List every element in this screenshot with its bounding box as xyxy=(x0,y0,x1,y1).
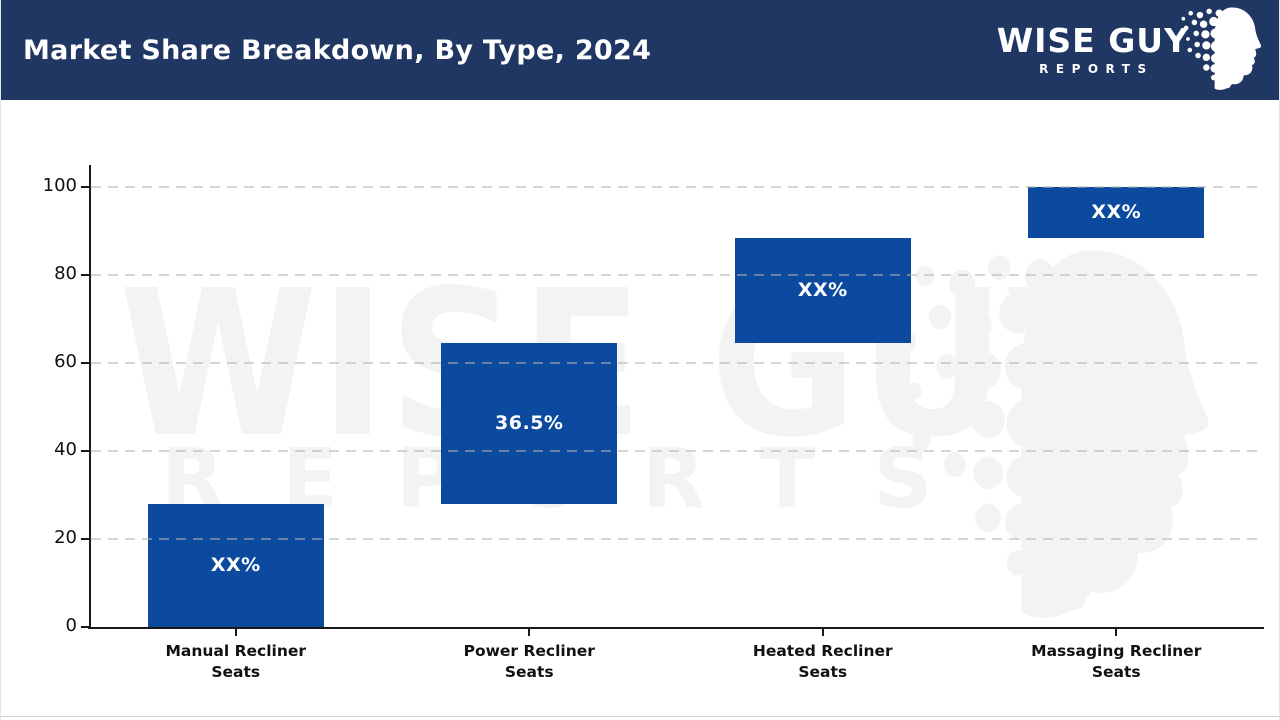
bar-value-label: XX% xyxy=(1091,201,1142,224)
category-label: Heated Recliner Seats xyxy=(752,642,893,681)
bar-value-label: XX% xyxy=(210,554,261,577)
x-tick xyxy=(234,628,237,636)
y-tick-label: 20 xyxy=(54,527,77,548)
category-label: Massaging Recliner Seats xyxy=(1031,642,1202,681)
watermark-face-icon xyxy=(866,235,1236,645)
gridline-60 xyxy=(91,362,1263,364)
bar-segment: XX% xyxy=(147,503,324,627)
y-tick-label: 60 xyxy=(54,351,77,372)
bar-segment: XX% xyxy=(1028,187,1205,238)
bar-value-label: 36.5% xyxy=(495,412,564,435)
gridline-80 xyxy=(91,274,1263,276)
logo-face-icon xyxy=(1175,4,1269,96)
category-label: Manual Recliner Seats xyxy=(165,642,307,681)
chart-canvas: WISE GUY REPORTS XX%Manual Recliner Seat… xyxy=(1,100,1279,720)
bottom-divider xyxy=(1,716,1279,717)
y-axis-line xyxy=(89,165,91,629)
watermark-wordmark: WISE GUY xyxy=(119,248,1141,483)
y-tick xyxy=(81,274,89,276)
logo-name: WISE GUY xyxy=(996,21,1189,60)
gridline-20 xyxy=(91,538,1263,540)
bar-segment: XX% xyxy=(734,237,911,344)
brand-logo: WISE GUY REPORTS xyxy=(997,4,1269,96)
y-tick-label: 80 xyxy=(54,263,77,284)
y-tick xyxy=(81,362,89,364)
y-tick xyxy=(81,450,89,452)
bar-segment: 36.5% xyxy=(441,343,618,504)
x-tick xyxy=(1115,628,1118,636)
page-title: Market Share Breakdown, By Type, 2024 xyxy=(23,34,652,66)
bar-value-label: XX% xyxy=(797,279,848,302)
y-tick xyxy=(81,186,89,188)
x-tick xyxy=(528,628,531,636)
y-tick-label: 100 xyxy=(42,175,77,196)
y-tick xyxy=(81,538,89,540)
y-tick-label: 40 xyxy=(54,439,77,460)
logo-tagline: REPORTS xyxy=(1039,62,1154,76)
y-tick-label: 0 xyxy=(65,615,77,636)
x-axis-line xyxy=(88,627,1264,629)
gridline-40 xyxy=(91,450,1263,452)
gridline-100 xyxy=(91,186,1263,188)
logo-wordmark: WISE GUY REPORTS xyxy=(997,24,1189,76)
x-tick xyxy=(821,628,824,636)
category-label: Power Recliner Seats xyxy=(463,642,595,681)
header: Market Share Breakdown, By Type, 2024 WI… xyxy=(1,0,1279,100)
y-tick xyxy=(81,626,89,628)
